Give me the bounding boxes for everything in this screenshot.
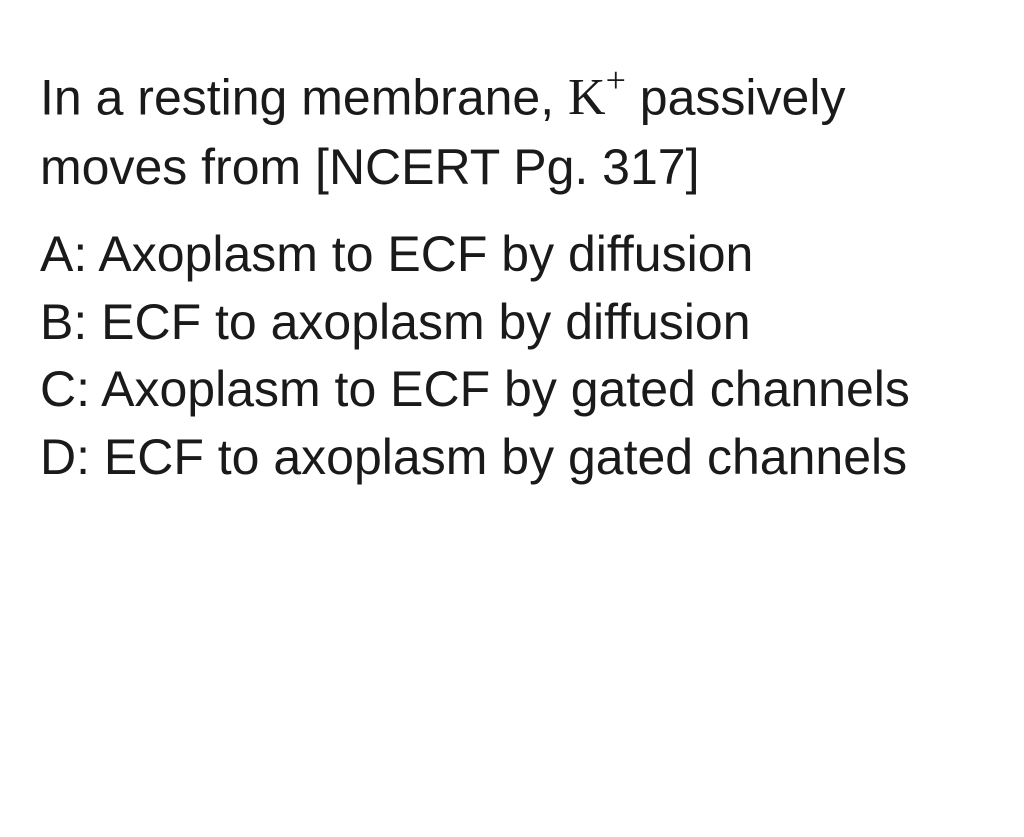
question-stem: In a resting membrane, K+ passively move… — [40, 60, 984, 201]
option-d: D: ECF to axoplasm by gated channels — [40, 424, 984, 492]
option-c: C: Axoplasm to ECF by gated channels — [40, 356, 984, 424]
option-b: B: ECF to axoplasm by diffusion — [40, 289, 984, 357]
ion-symbol: K — [568, 69, 606, 126]
ion-charge: + — [606, 60, 626, 100]
option-a: A: Axoplasm to ECF by diffusion — [40, 221, 984, 289]
ion-notation: K+ — [568, 69, 626, 126]
options-container: A: Axoplasm to ECF by diffusion B: ECF t… — [40, 221, 984, 491]
stem-prefix: In a resting membrane, — [40, 69, 568, 125]
